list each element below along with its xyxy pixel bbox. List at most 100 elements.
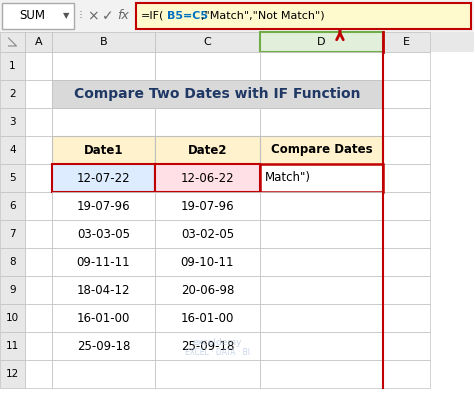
Text: 09-11-11: 09-11-11 [77, 256, 130, 269]
Bar [25, 276, 52, 304]
Bar [52, 32, 155, 52]
Bar [52, 52, 155, 80]
Bar [52, 360, 155, 388]
Bar [0, 32, 25, 52]
Bar [383, 360, 430, 388]
Text: Date2: Date2 [188, 144, 227, 156]
Text: 18-04-12: 18-04-12 [77, 283, 130, 296]
Bar [260, 192, 383, 220]
Text: SUM: SUM [19, 10, 45, 22]
Bar [260, 248, 383, 276]
Bar [52, 220, 155, 248]
Bar [155, 248, 260, 276]
Text: 03-02-05: 03-02-05 [181, 227, 234, 241]
Text: ⁝: ⁝ [79, 10, 83, 22]
Bar [383, 164, 430, 192]
Bar [155, 136, 260, 164]
Bar [52, 332, 155, 360]
Bar [260, 332, 383, 360]
Bar [0, 248, 25, 276]
Bar [25, 192, 52, 220]
Text: 16-01-00: 16-01-00 [181, 312, 234, 325]
Bar [383, 52, 430, 80]
Bar [155, 52, 260, 80]
Text: 20-06-98: 20-06-98 [181, 283, 234, 296]
Text: 12-07-22: 12-07-22 [77, 171, 130, 185]
Bar [0, 136, 25, 164]
Text: 7: 7 [9, 229, 16, 239]
Bar [0, 192, 25, 220]
Bar [0, 360, 25, 388]
Bar [260, 360, 383, 388]
Bar [383, 80, 430, 108]
Bar [25, 360, 52, 388]
Bar [260, 304, 383, 332]
Bar [383, 276, 430, 304]
Text: 16-01-00: 16-01-00 [77, 312, 130, 325]
Bar [25, 136, 52, 164]
Bar [260, 248, 383, 276]
Text: 3: 3 [9, 117, 16, 127]
Bar [260, 164, 383, 192]
Bar [25, 332, 52, 360]
Bar [260, 32, 383, 52]
Bar [155, 192, 260, 220]
Bar [0, 164, 25, 192]
Bar [25, 80, 52, 108]
Bar [155, 136, 260, 164]
Bar [52, 192, 155, 220]
Bar [155, 276, 260, 304]
Text: 12: 12 [6, 369, 19, 379]
Text: 19-07-96: 19-07-96 [181, 200, 234, 212]
Bar [25, 304, 52, 332]
Bar [260, 164, 383, 192]
Bar [155, 108, 260, 136]
Text: 19-07-96: 19-07-96 [77, 200, 130, 212]
Bar [155, 332, 260, 360]
Bar [0, 108, 25, 136]
Bar [52, 80, 383, 108]
Bar [52, 332, 155, 360]
Text: Compare Two Dates with IF Function: Compare Two Dates with IF Function [74, 87, 361, 101]
Bar [52, 304, 155, 332]
Bar [52, 192, 155, 220]
Bar [155, 192, 260, 220]
Bar [52, 248, 155, 276]
Text: 2: 2 [9, 89, 16, 99]
Text: Compare Dates: Compare Dates [271, 144, 372, 156]
Bar [136, 3, 471, 29]
Bar [52, 304, 155, 332]
Bar [0, 220, 25, 248]
Text: 1: 1 [9, 61, 16, 71]
Bar [155, 220, 260, 248]
Text: 9: 9 [9, 285, 16, 295]
Bar [25, 52, 52, 80]
Text: Date1: Date1 [84, 144, 123, 156]
Text: E: E [403, 37, 410, 47]
Bar [260, 332, 383, 360]
Bar [155, 276, 260, 304]
Text: 5: 5 [9, 173, 16, 183]
Bar [383, 332, 430, 360]
Text: 4: 4 [9, 145, 16, 155]
Bar [0, 276, 25, 304]
Text: 12-06-22: 12-06-22 [181, 171, 234, 185]
Text: EXCEL · DATA · BI: EXCEL · DATA · BI [185, 348, 250, 357]
Bar [260, 192, 383, 220]
Bar [260, 136, 383, 164]
Bar [383, 304, 430, 332]
Text: 11: 11 [6, 341, 19, 351]
Bar [155, 360, 260, 388]
Text: 09-10-11: 09-10-11 [181, 256, 234, 269]
Bar [383, 32, 430, 52]
Text: ,"Match","Not Match"): ,"Match","Not Match") [201, 11, 325, 21]
Text: 6: 6 [9, 201, 16, 211]
Bar [25, 108, 52, 136]
Bar [383, 136, 430, 164]
Text: C: C [204, 37, 211, 47]
Bar [25, 164, 52, 192]
Bar [52, 248, 155, 276]
Bar [52, 80, 155, 108]
Bar [155, 304, 260, 332]
Text: Match"): Match") [265, 171, 311, 185]
